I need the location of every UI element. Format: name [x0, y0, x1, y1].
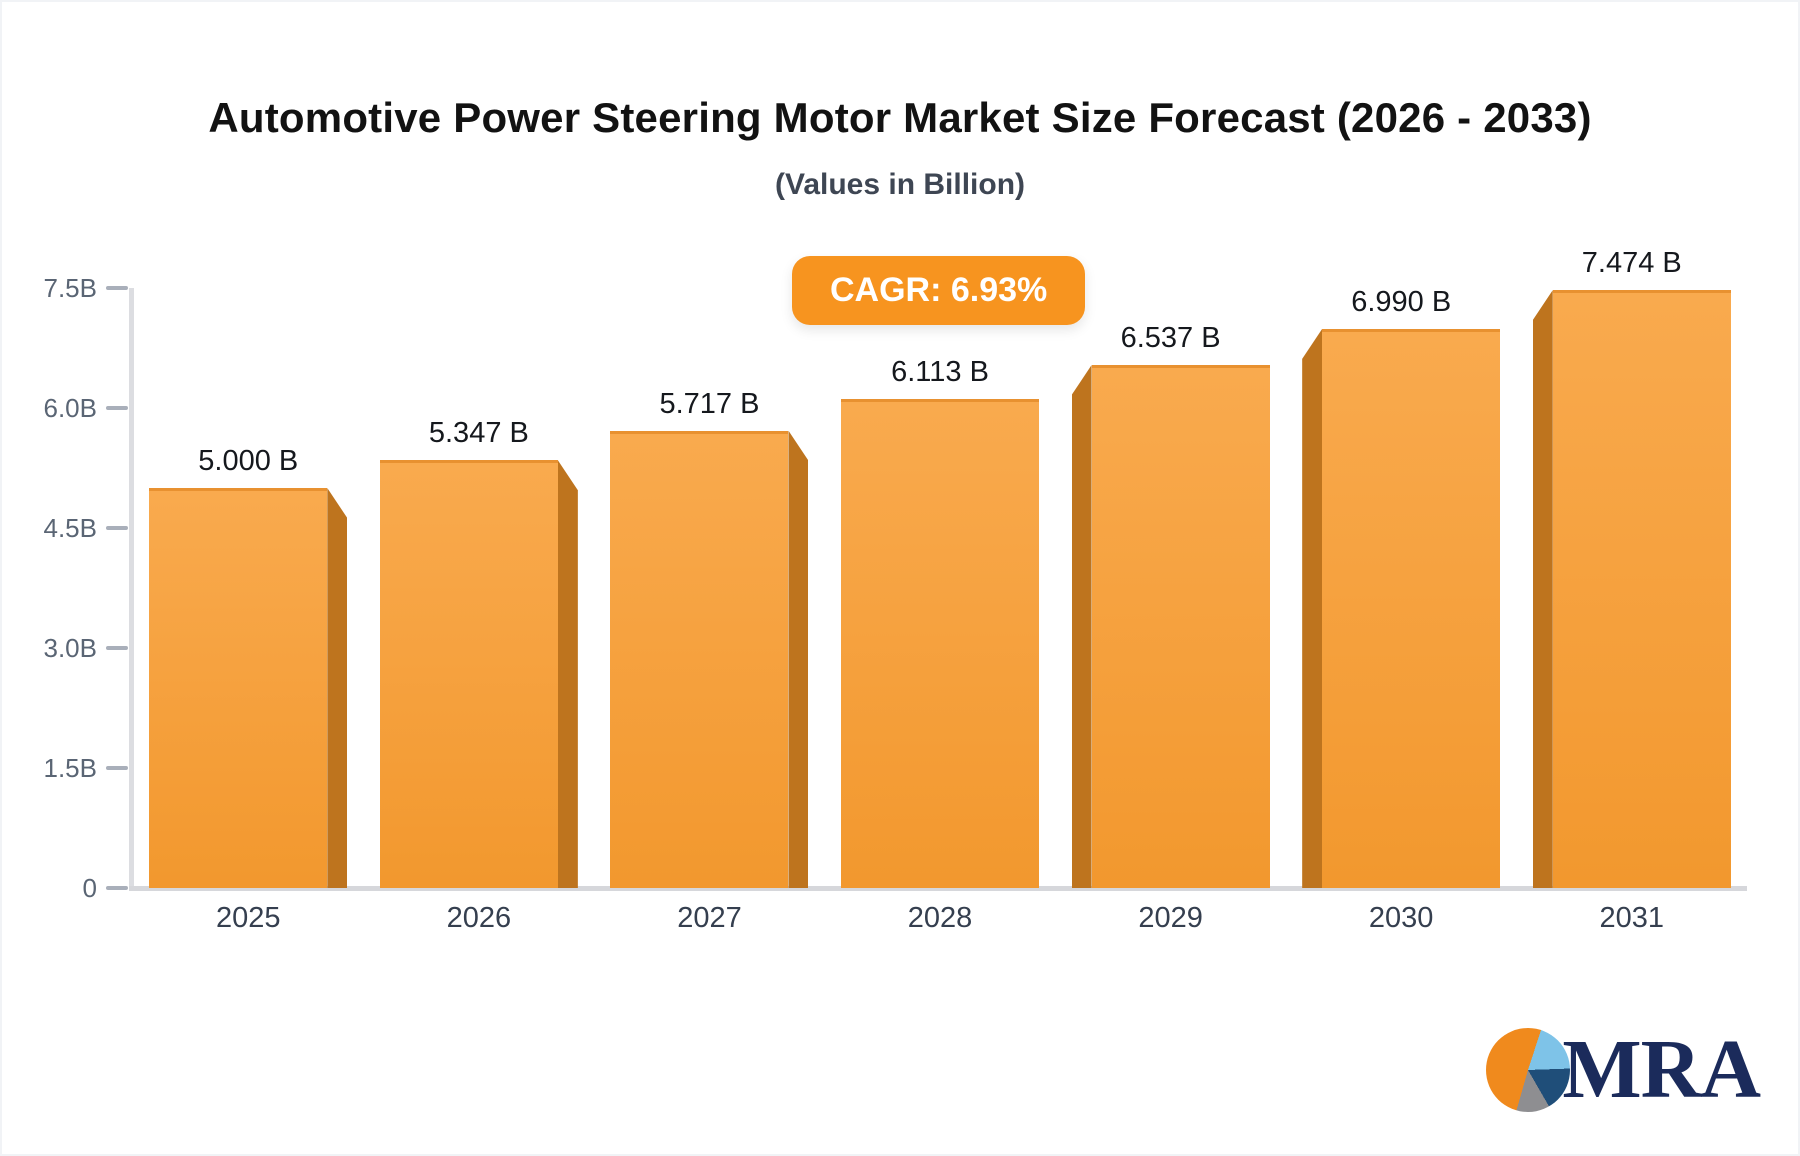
mra-logo: MRA [1486, 1023, 1761, 1116]
bar-side-face [557, 460, 578, 888]
x-tick-label: 2027 [677, 902, 742, 934]
y-tick-label: 1.5B [43, 752, 98, 783]
x-tick-label: 2026 [446, 902, 512, 934]
bar-value-label: 6.990 B [1351, 285, 1452, 318]
bar-2028 [841, 398, 1040, 888]
bar-column: 6.990 B [1286, 286, 1517, 888]
x-tick-label: 2030 [1368, 902, 1434, 934]
bar-front-face [841, 398, 1040, 888]
y-tick: 1.5B [25, 753, 129, 783]
x-tick-label: 2028 [907, 902, 973, 934]
pie-chart-logo-icon [1486, 1028, 1571, 1112]
logo-text: MRA [1562, 1023, 1761, 1116]
y-tick: 7.5B [25, 273, 129, 303]
x-axis: 2025 2026 2027 2028 2029 2030 2031 [133, 902, 1747, 935]
y-tick-dash [106, 886, 128, 890]
x-tick-label: 2029 [1138, 902, 1203, 934]
bar-value-label: 5.717 B [659, 387, 760, 420]
bar-side-face [327, 488, 348, 888]
bar-side-face [1532, 290, 1553, 888]
y-tick-dash [106, 286, 128, 290]
bar-column: 7.474 B [1516, 247, 1747, 888]
bar-2025 [149, 488, 348, 888]
bar-front-face [1552, 290, 1731, 888]
x-axis-line [129, 886, 1747, 891]
cagr-badge: CAGR: 6.93% [792, 256, 1086, 325]
y-tick-dash [106, 766, 128, 770]
y-tick: 0 [25, 873, 129, 903]
y-tick: 6.0B [25, 393, 129, 423]
y-tick: 3.0B [25, 633, 129, 663]
bar-front-face [379, 460, 558, 888]
bar-2030 [1302, 328, 1501, 888]
bar-value-label: 6.113 B [891, 355, 989, 388]
y-axis-line [129, 288, 134, 889]
bar-2027 [610, 430, 809, 888]
y-tick-label: 0 [82, 872, 97, 903]
y-tick-dash [106, 646, 128, 650]
bar-side-face [1071, 365, 1092, 888]
bar-plot-area: 5.000 B 5.347 B 5.717 B 6.113 B 6.537 B 6.990… [133, 247, 1747, 888]
bar-value-label: 7.474 B [1581, 247, 1682, 280]
bar-column: 6.113 B [825, 356, 1056, 888]
bar-2029 [1071, 365, 1270, 888]
bar-column: 5.717 B [594, 388, 825, 888]
bar-front-face [610, 430, 789, 888]
bar-value-label: 5.000 B [198, 445, 299, 477]
x-tick-label: 2031 [1599, 902, 1665, 934]
bar-2031 [1532, 290, 1731, 888]
page-title: Automotive Power Steering Motor Market S… [208, 94, 1592, 141]
bar-side-face [1302, 328, 1323, 888]
bar-front-face [149, 488, 328, 888]
bar-value-label: 6.537 B [1120, 322, 1221, 355]
x-tick-label: 2025 [216, 902, 281, 934]
bar-front-face [1322, 328, 1501, 888]
bar-column: 5.000 B [133, 445, 364, 888]
chart-subtitle: (Values in Billion) [774, 168, 1026, 201]
y-axis: 7.5B 6.0B 4.5B 3.0B 1.5B 0 [25, 273, 129, 903]
y-tick-dash [106, 406, 128, 410]
bar-value-label: 5.347 B [428, 417, 529, 450]
y-tick-label: 4.5B [43, 512, 98, 543]
bar-column: 6.537 B [1055, 322, 1286, 888]
bar-column: 5.347 B [364, 417, 595, 888]
y-tick-label: 7.5B [43, 272, 98, 303]
bar-side-face [788, 430, 809, 888]
bar-2026 [379, 460, 578, 888]
y-tick-dash [106, 526, 128, 530]
bar-front-face [1091, 365, 1270, 888]
y-tick-label: 6.0B [43, 392, 98, 423]
y-tick: 4.5B [25, 513, 129, 543]
y-tick-label: 3.0B [43, 632, 98, 663]
